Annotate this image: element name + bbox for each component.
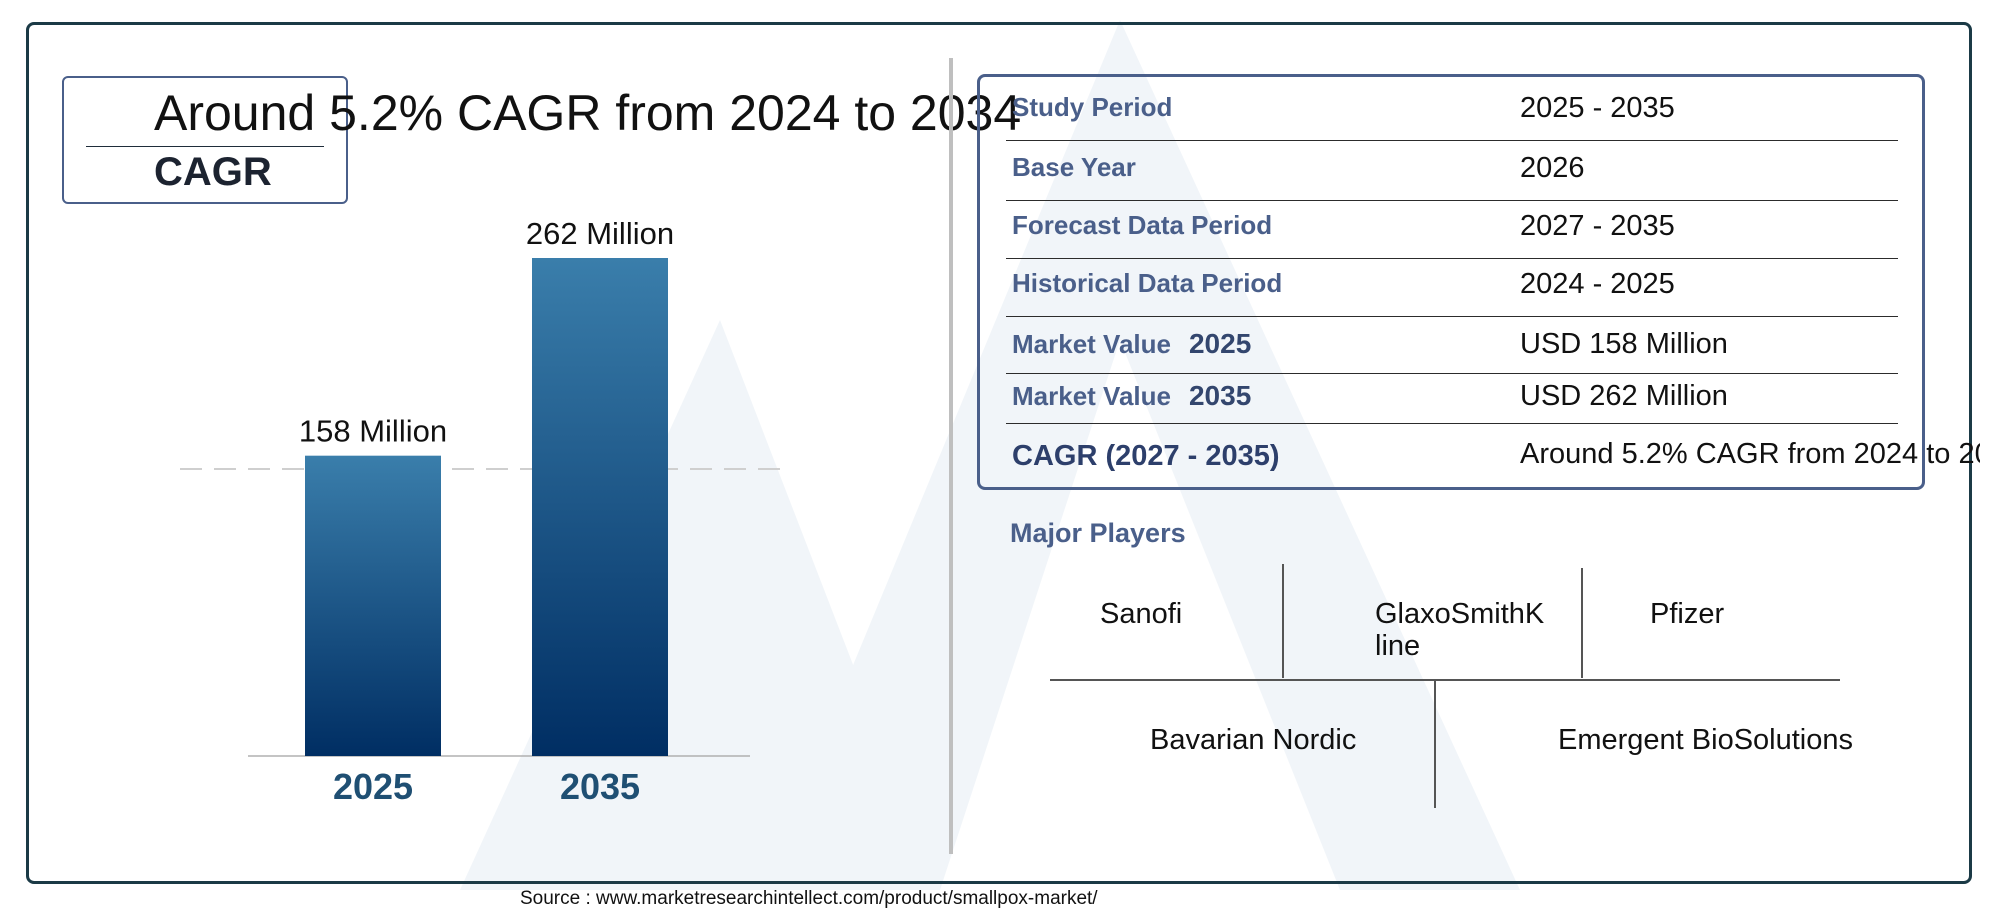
row-divider: [1006, 372, 1898, 374]
row-value: USD 262 Million: [1520, 380, 1728, 412]
table-row: Market Value 2025 USD 158 Million: [1006, 322, 1898, 374]
table-row: Study Period 2025 - 2035: [1006, 86, 1898, 141]
row-value: Around 5.2% CAGR from 2024 to 2034: [1520, 438, 1980, 470]
player-bavarian-nordic: Bavarian Nordic: [1150, 724, 1357, 756]
row-label-year: 2025: [1188, 328, 1252, 359]
row-value: 2024 - 2025: [1520, 268, 1675, 300]
bar-chart: 158 Million 2025 262 Million 2035: [180, 216, 790, 807]
row-label: Forecast Data Period: [1012, 210, 1272, 241]
row-label: Historical Data Period: [1012, 268, 1282, 299]
players-divider-3: [1434, 680, 1436, 808]
row-value: 2026: [1520, 152, 1585, 184]
vertical-divider: [949, 58, 953, 854]
row-label: Study Period: [1012, 92, 1172, 123]
row-divider: [1006, 139, 1898, 141]
row-label: CAGR (2027 - 2035): [1012, 440, 1280, 473]
cagr-box: CAGR: [62, 76, 348, 204]
table-row: CAGR (2027 - 2035) Around 5.2% CAGR from …: [1006, 428, 1980, 482]
players-divider-2: [1581, 568, 1583, 678]
row-value: 2027 - 2035: [1520, 210, 1675, 242]
row-value: 2025 - 2035: [1520, 92, 1675, 124]
cagr-headline: Around 5.2% CAGR from 2024 to 2034: [154, 85, 1022, 141]
x-tick-label: 2035: [560, 766, 640, 807]
players-row-divider: [1050, 679, 1840, 681]
player-sanofi: Sanofi: [1100, 598, 1183, 630]
player-pfizer: Pfizer: [1650, 598, 1725, 630]
row-label-text: CAGR (2027 - 2035): [1012, 440, 1280, 472]
table-row: Forecast Data Period 2027 - 2035: [1006, 204, 1898, 259]
x-tick-label: 2025: [333, 766, 413, 807]
row-divider: [1006, 422, 1898, 424]
table-row: Base Year 2026: [1006, 146, 1898, 201]
row-label-text: Base Year: [1012, 152, 1136, 182]
cagr-label: CAGR: [154, 150, 272, 194]
players-divider-1: [1282, 564, 1284, 678]
player-emergent-biosolutions: Emergent BioSolutions: [1558, 724, 1853, 756]
row-divider: [1006, 199, 1898, 201]
player-glaxosmithkline: GlaxoSmithKline: [1375, 598, 1545, 662]
cagr-divider: [86, 146, 324, 147]
bar-2025: [305, 455, 441, 756]
row-label-text: Market Value: [1012, 329, 1171, 359]
row-label: Base Year: [1012, 152, 1136, 183]
row-label-text: Market Value: [1012, 381, 1171, 411]
source-citation: Source : www.marketresearchintellect.com…: [520, 888, 1098, 909]
major-players-title: Major Players: [1010, 518, 1186, 548]
row-label-text: Forecast Data Period: [1012, 210, 1273, 240]
row-divider: [1006, 257, 1898, 259]
row-label: Market Value 2035: [1012, 380, 1251, 412]
row-divider: [1006, 315, 1898, 317]
row-label-text: Historical Data Period: [1012, 268, 1283, 298]
study-summary-table: [977, 74, 1925, 490]
bar-value-label: 158 Million: [299, 414, 447, 449]
row-label: Market Value 2025: [1012, 328, 1251, 360]
bar-2035: [532, 258, 668, 756]
table-row: Market Value 2035 USD 262 Million: [1006, 374, 1898, 424]
infographic-frame: [26, 22, 1972, 884]
row-value: USD 158 Million: [1520, 328, 1728, 360]
bar-value-label: 262 Million: [526, 216, 674, 251]
row-label-text: Study Period: [1012, 92, 1173, 122]
row-label-year: 2035: [1188, 380, 1252, 411]
table-row: Historical Data Period 2024 - 2025: [1006, 262, 1898, 317]
